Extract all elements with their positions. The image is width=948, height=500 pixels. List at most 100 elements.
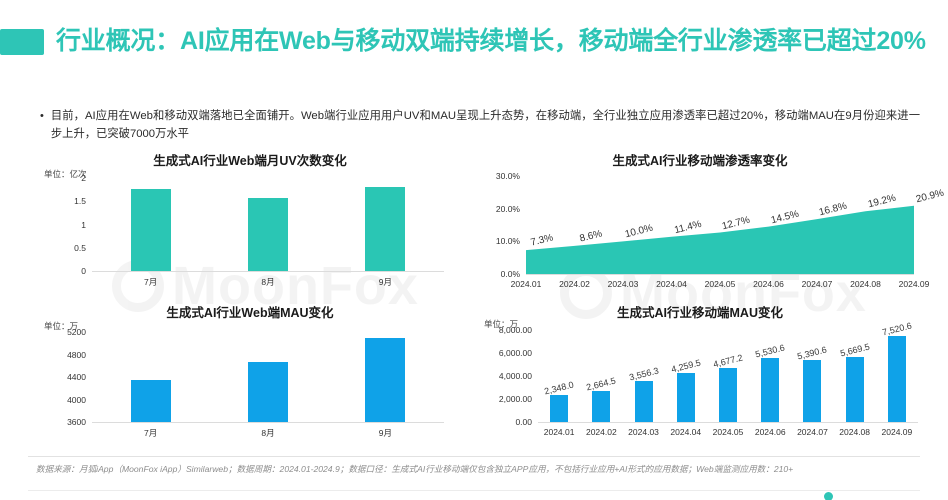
x-axis-tick: 2024.03 — [607, 279, 639, 289]
plot-web-uv: 0 0.5 1 1.5 2 7月 8月 9月 — [40, 150, 460, 300]
y-axis-tick: 4800 — [67, 349, 86, 360]
y-axis-tick: 4400 — [67, 372, 86, 382]
chart-panel-mobile-penetration: 生成式AI行业移动端渗透率变化 0.0% 10.0% 20.0% 30.0% 2024.… — [470, 150, 945, 300]
x-axis-tick: 2024.06 — [753, 279, 784, 289]
x-axis-line — [92, 422, 444, 423]
x-axis-tick: 7月 — [144, 428, 158, 438]
bar — [248, 197, 288, 271]
y-axis-tick: 2 — [81, 173, 86, 183]
bar — [248, 361, 288, 422]
plot-web-mau: 3600 4000 4400 4800 5200 7月 8月 9月 — [40, 302, 460, 450]
bullet-marker-icon: • — [40, 110, 44, 122]
y-axis-tick: 0.00 — [515, 417, 532, 427]
x-axis-tick: 2024.07 — [801, 279, 833, 289]
y-axis-tick: 4,000.00 — [498, 371, 532, 381]
y-axis-tick: 5200 — [67, 327, 86, 337]
bar-value-label: 2,664.5 — [585, 375, 618, 393]
bar — [130, 189, 171, 271]
bar-value-label: 7,520.6 — [881, 320, 913, 337]
x-axis-tick: 2024.03 — [628, 427, 659, 437]
x-axis-tick: 8月 — [261, 277, 275, 287]
y-axis-tick: 1 — [81, 219, 86, 230]
x-axis-tick: 2024.06 — [754, 427, 786, 437]
bar — [634, 381, 653, 422]
x-axis-tick: 2024.05 — [704, 279, 736, 289]
x-axis-tick: 2024.02 — [585, 427, 617, 437]
x-axis-tick: 7月 — [144, 277, 158, 287]
x-axis-tick: 2024.04 — [670, 427, 702, 437]
footer-divider — [28, 456, 920, 457]
y-axis-tick: 20.0% — [495, 203, 520, 214]
y-axis-tick: 6,000.00 — [498, 348, 532, 358]
chart-panel-web-mau: 生成式AI行业Web端MAU变化 单位：万 3600 4000 4400 4800 52… — [40, 302, 460, 450]
x-axis-tick: 2024.09 — [881, 427, 913, 437]
x-axis-tick: 2024.02 — [559, 279, 590, 289]
plot-mobile-mau: 0.00 2,000.00 4,000.00 6,000.00 8,000.00 2024… — [470, 302, 930, 450]
chart-unit-label: 单位：万 — [484, 319, 519, 329]
bar-value-label: 5,390.6 — [796, 344, 829, 362]
bar-value-label: 5,530.6 — [754, 342, 786, 360]
bar — [803, 360, 822, 422]
y-axis-tick: 30.0% — [495, 171, 520, 181]
bar — [719, 368, 737, 422]
x-axis-line — [526, 274, 914, 275]
x-axis-tick: 2024.01 — [543, 427, 575, 437]
bar-value-label: 2,348.0 — [543, 379, 575, 397]
y-axis-tick: 0.5 — [74, 242, 86, 253]
area-series — [526, 205, 914, 274]
bar-value-label: 4,259.5 — [669, 357, 702, 375]
x-axis-tick: 2024.07 — [797, 427, 828, 437]
summary-text: 目前，AI应用在Web和移动双端落地已全面铺开。Web端行业应用用户UV和MAU… — [50, 110, 920, 140]
bar — [592, 391, 611, 422]
chart-title: 生成式AI行业移动端MAU变化 — [617, 306, 783, 320]
bar-value-label: 3,556.3 — [627, 365, 660, 383]
corner-dot-decoration — [824, 492, 833, 500]
chart-title: 生成式AI行业移动端渗透率变化 — [612, 154, 788, 168]
x-axis-tick: 9月 — [378, 428, 392, 438]
chart-panel-mobile-mau: 生成式AI行业移动端MAU变化 单位：万 0.00 2,000.00 4,000.0… — [470, 302, 930, 450]
accent-bar — [0, 29, 44, 55]
y-axis-tick: 4000 — [67, 394, 86, 405]
x-axis-line — [538, 422, 918, 423]
chart-unit-label: 单位：万 — [44, 321, 79, 331]
x-axis-tick: 2024.01 — [510, 279, 542, 289]
x-axis-tick: 9月 — [378, 277, 392, 287]
bar — [365, 337, 406, 422]
footer-divider-bottom — [28, 490, 920, 491]
summary-bullet: • 目前，AI应用在Web和移动双端落地已全面铺开。Web端行业应用用户UV和M… — [40, 108, 920, 143]
x-axis-line — [92, 271, 444, 272]
chart-title: 生成式AI行业Web端MAU变化 — [166, 306, 334, 320]
footer-source-note: 数据来源：月狐iApp（MoonFox iApp）Similarweb；数据周期… — [36, 464, 794, 474]
chart-panel-web-uv: 生成式AI行业Web端月UV次数变化 单位：亿次 0 0.5 1 1.5 2 7月 8月 9月 — [40, 150, 460, 300]
charts-area: 生成式AI行业Web端月UV次数变化 单位：亿次 0 0.5 1 1.5 2 7月 8月 9月… — [0, 150, 948, 450]
y-axis-tick: 8,000.00 — [498, 325, 532, 335]
x-axis-tick: 2024.08 — [839, 427, 871, 437]
chart-title: 生成式AI行业Web端月UV次数变化 — [153, 154, 347, 168]
y-axis-tick: 0 — [81, 266, 86, 276]
bar-value-label: 4,677.2 — [712, 352, 744, 370]
bar — [365, 187, 406, 271]
x-axis-tick: 2024.09 — [898, 279, 930, 289]
bar — [887, 335, 906, 422]
bar — [845, 356, 864, 422]
y-axis-tick: 3600 — [67, 417, 86, 427]
bar — [130, 379, 171, 422]
plot-mobile-penetration: 0.0% 10.0% 20.0% 30.0% 2024.01 7.3% 2024.02 8.6… — [470, 150, 945, 300]
x-axis-tick: 2024.05 — [712, 427, 744, 437]
x-axis-tick: 2024.08 — [850, 279, 881, 289]
bar — [676, 373, 695, 422]
x-axis-tick: 2024.04 — [656, 279, 687, 289]
area-value-label: 20.9% — [914, 187, 946, 205]
bar-value-label: 5,669.5 — [838, 341, 871, 359]
y-axis-tick: 0.0% — [500, 269, 520, 279]
page-title: 行业概况：AI应用在Web与移动双端持续增长，移动端全行业渗透率已超过20% — [56, 27, 926, 55]
bar — [550, 394, 569, 422]
chart-unit-label: 单位：亿次 — [44, 169, 87, 179]
slide-header: 行业概况：AI应用在Web与移动双端持续增长，移动端全行业渗透率已超过20% — [0, 26, 948, 57]
x-axis-tick: 8月 — [261, 428, 275, 438]
bar — [761, 358, 780, 422]
y-axis-tick: 10.0% — [495, 236, 520, 247]
y-axis-tick: 1.5 — [74, 196, 86, 207]
y-axis-tick: 2,000.00 — [498, 394, 532, 404]
